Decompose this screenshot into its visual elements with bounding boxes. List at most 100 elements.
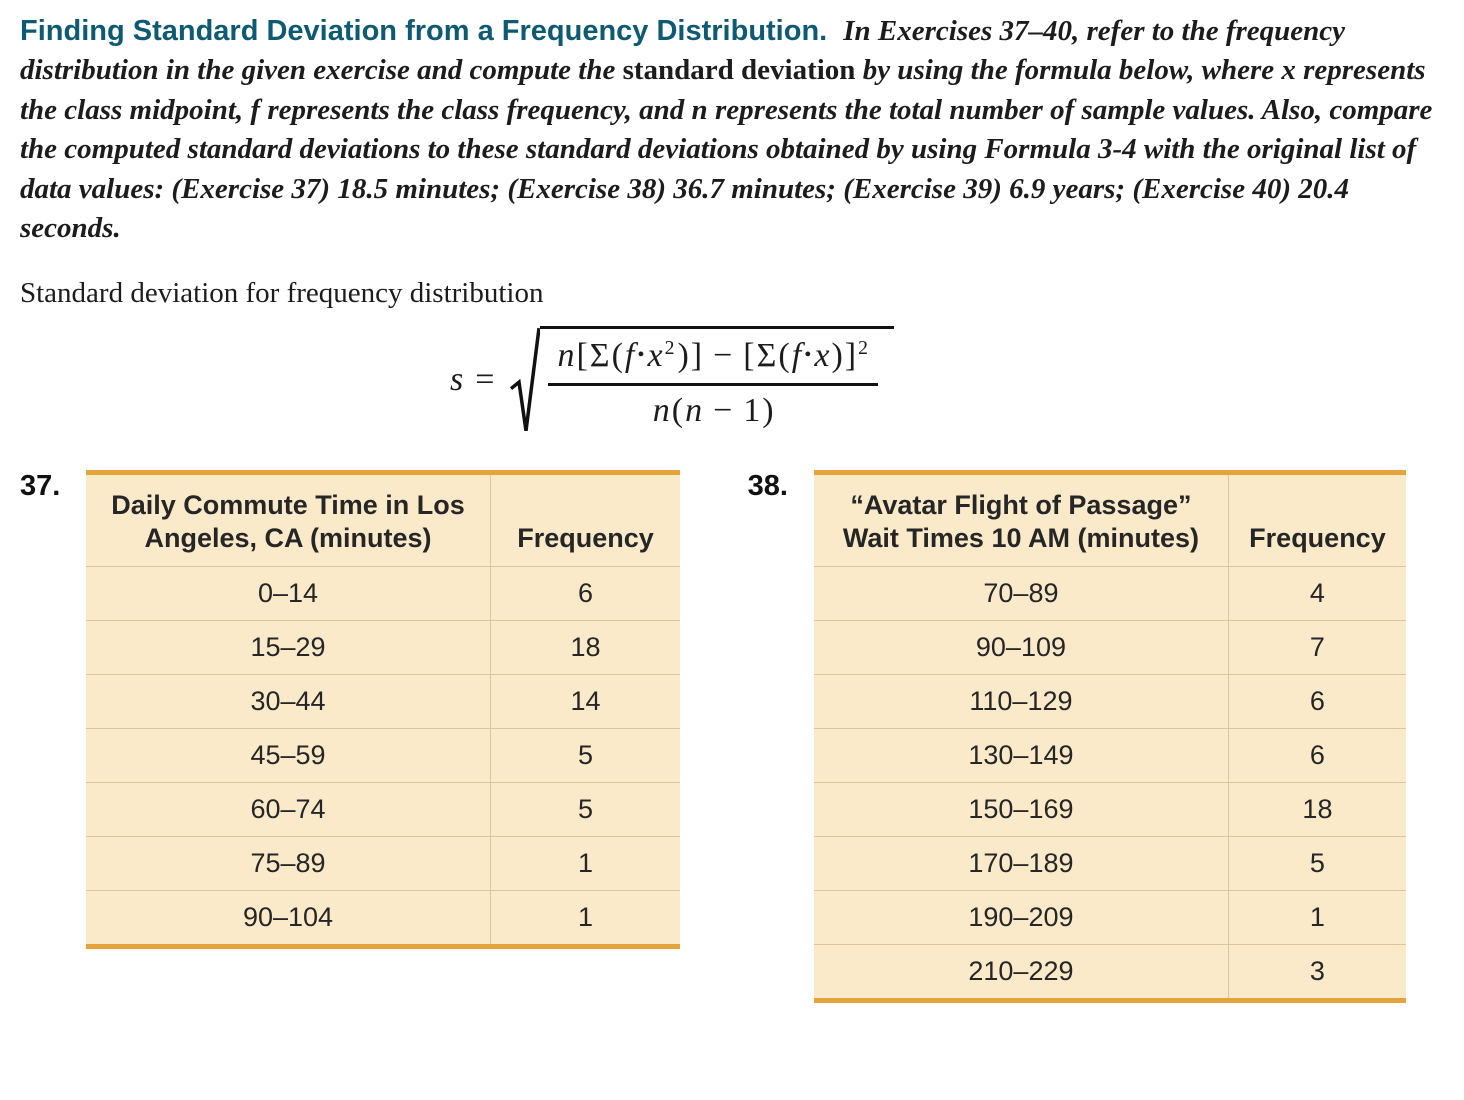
formula-part: − (713, 391, 733, 429)
exercise-number: 38. (747, 469, 788, 502)
exercises-row: 37. Daily Commute Time in Los Angeles, C… (20, 469, 1444, 1003)
formula-part: n (652, 391, 670, 429)
frequency-cell: 6 (1227, 727, 1406, 782)
frequency-cell: 7 (1227, 619, 1406, 674)
formula-denominator: n(n −1) (548, 382, 878, 432)
table-body: 70–89 4 90–109 7 110–129 6 130–149 6 150–169 18 17… (814, 565, 1406, 1000)
frequency-cell: 6 (489, 565, 681, 620)
table-row: 15–29 18 (86, 619, 681, 674)
table-row: 130–149 6 (814, 727, 1406, 782)
formula-part: f (624, 336, 635, 374)
formula-part: ) (762, 391, 774, 429)
class-interval-cell: 70–89 (814, 565, 1229, 620)
frequency-cell: 5 (1227, 835, 1406, 890)
radical-sign-icon (510, 326, 540, 434)
frequency-cell: 18 (489, 619, 681, 674)
table-row: 90–109 7 (814, 619, 1406, 674)
class-interval-cell: 45–59 (86, 727, 491, 782)
formula-part: n (557, 336, 575, 374)
class-interval-cell: 130–149 (814, 727, 1229, 782)
table-row: 110–129 6 (814, 673, 1406, 728)
formula-part: [ (576, 336, 588, 374)
exercise-number: 37. (20, 469, 61, 502)
formula-part: • (804, 343, 812, 366)
table-row: 70–89 4 (814, 565, 1406, 620)
table-row: 30–44 14 (86, 673, 681, 728)
frequency-cell: 1 (489, 889, 681, 946)
class-interval-cell: 190–209 (814, 889, 1229, 944)
frequency-cell: 5 (489, 781, 681, 836)
directions-key-term: standard deviation (622, 54, 856, 87)
formula-part: ) (677, 336, 689, 374)
formula-part: ( (611, 336, 623, 374)
frequency-cell: 6 (1227, 673, 1406, 728)
frequency-cell: 1 (1227, 889, 1406, 944)
formula-part: 2 (664, 336, 675, 359)
std-dev-formula: s = n[Σ(f •x 2)] − [Σ(f •x)] 2 n(n −1) (450, 325, 894, 434)
formula-part: ] (844, 336, 857, 374)
table-row: 75–89 1 (86, 835, 681, 890)
frequency-column-header: Frequency (489, 472, 681, 566)
exercise-37: 37. Daily Commute Time in Los Angeles, C… (20, 469, 681, 949)
class-interval-cell: 60–74 (86, 781, 491, 836)
fraction: n[Σ(f •x 2)] − [Σ(f •x)] 2 n(n −1) (548, 335, 878, 432)
formula-part: ] (690, 336, 703, 374)
frequency-column-header: Frequency (1227, 472, 1406, 566)
class-interval-cell: 30–44 (86, 673, 491, 728)
directions-text-1: In Exercises 37–40, refer to the frequen… (20, 15, 1346, 87)
formula-part: Σ (589, 336, 610, 374)
table-row: 90–104 1 (86, 889, 681, 946)
table-header-row: Daily Commute Time in Los Angeles, CA (m… (86, 472, 681, 566)
radicand: n[Σ(f •x 2)] − [Σ(f •x)] 2 n(n −1) (540, 325, 894, 434)
class-interval-cell: 75–89 (86, 835, 491, 890)
table-header-row: “Avatar Flight of Passage” Wait Times 10… (814, 472, 1406, 566)
formula-part: Σ (756, 336, 777, 374)
formula-lhs-variable: s (450, 360, 464, 398)
class-interval-cell: 110–129 (814, 673, 1229, 728)
table-row: 150–169 18 (814, 781, 1406, 836)
class-interval-cell: 0–14 (86, 565, 491, 620)
formula-equals-sign: = (475, 360, 495, 398)
frequency-cell: 5 (489, 727, 681, 782)
formula-part: ( (778, 336, 790, 374)
formula-part: f (791, 336, 802, 374)
formula-part: 2 (858, 336, 868, 359)
class-column-header: Daily Commute Time in Los Angeles, CA (m… (111, 489, 465, 553)
table-row: 60–74 5 (86, 781, 681, 836)
class-interval-cell: 150–169 (814, 781, 1229, 836)
class-interval-cell: 15–29 (86, 619, 491, 674)
formula-part: 1 (743, 391, 761, 429)
frequency-cell: 1 (489, 835, 681, 890)
frequency-table-37: Daily Commute Time in Los Angeles, CA (m… (86, 469, 681, 949)
exercise-directions: Finding Standard Deviation from a Freque… (20, 12, 1444, 249)
formula-part: n (685, 391, 703, 429)
exercise-38: 38. “Avatar Flight of Passage” Wait Time… (747, 469, 1406, 1003)
table-body: 0–14 6 15–29 18 30–44 14 45–59 5 60–74 5 75–89 1 90–… (86, 565, 681, 946)
formula-part: [ (743, 336, 755, 374)
formula-part: ( (671, 391, 684, 429)
table-row: 0–14 6 (86, 565, 681, 620)
formula-part: x (814, 336, 830, 374)
frequency-cell: 4 (1227, 565, 1406, 620)
directions-text-2: by using the formula below, where x repr… (20, 54, 1433, 245)
frequency-cell: 18 (1227, 781, 1406, 836)
class-interval-cell: 210–229 (814, 943, 1229, 1000)
square-root: n[Σ(f •x 2)] − [Σ(f •x)] 2 n(n −1) (510, 325, 894, 434)
frequency-table-38: “Avatar Flight of Passage” Wait Times 10… (814, 469, 1406, 1003)
formula-block: s = n[Σ(f •x 2)] − [Σ(f •x)] 2 n(n −1) (20, 325, 1324, 434)
table-row: 45–59 5 (86, 727, 681, 782)
class-interval-cell: 170–189 (814, 835, 1229, 890)
class-interval-cell: 90–109 (814, 619, 1229, 674)
frequency-cell: 14 (489, 673, 681, 728)
table-row: 210–229 3 (814, 943, 1406, 1000)
formula-part: x (647, 336, 663, 374)
class-interval-cell: 90–104 (86, 889, 491, 946)
class-column-header: “Avatar Flight of Passage” Wait Times 10… (842, 489, 1199, 553)
directions-title: Finding Standard Deviation from a Freque… (20, 15, 828, 47)
formula-caption: Standard deviation for frequency distrib… (20, 276, 544, 309)
formula-numerator: n[Σ(f •x 2)] − [Σ(f •x)] 2 (548, 335, 878, 383)
formula-part: ) (831, 336, 843, 374)
table-row: 170–189 5 (814, 835, 1406, 890)
formula-part: • (637, 343, 645, 366)
table-row: 190–209 1 (814, 889, 1406, 944)
